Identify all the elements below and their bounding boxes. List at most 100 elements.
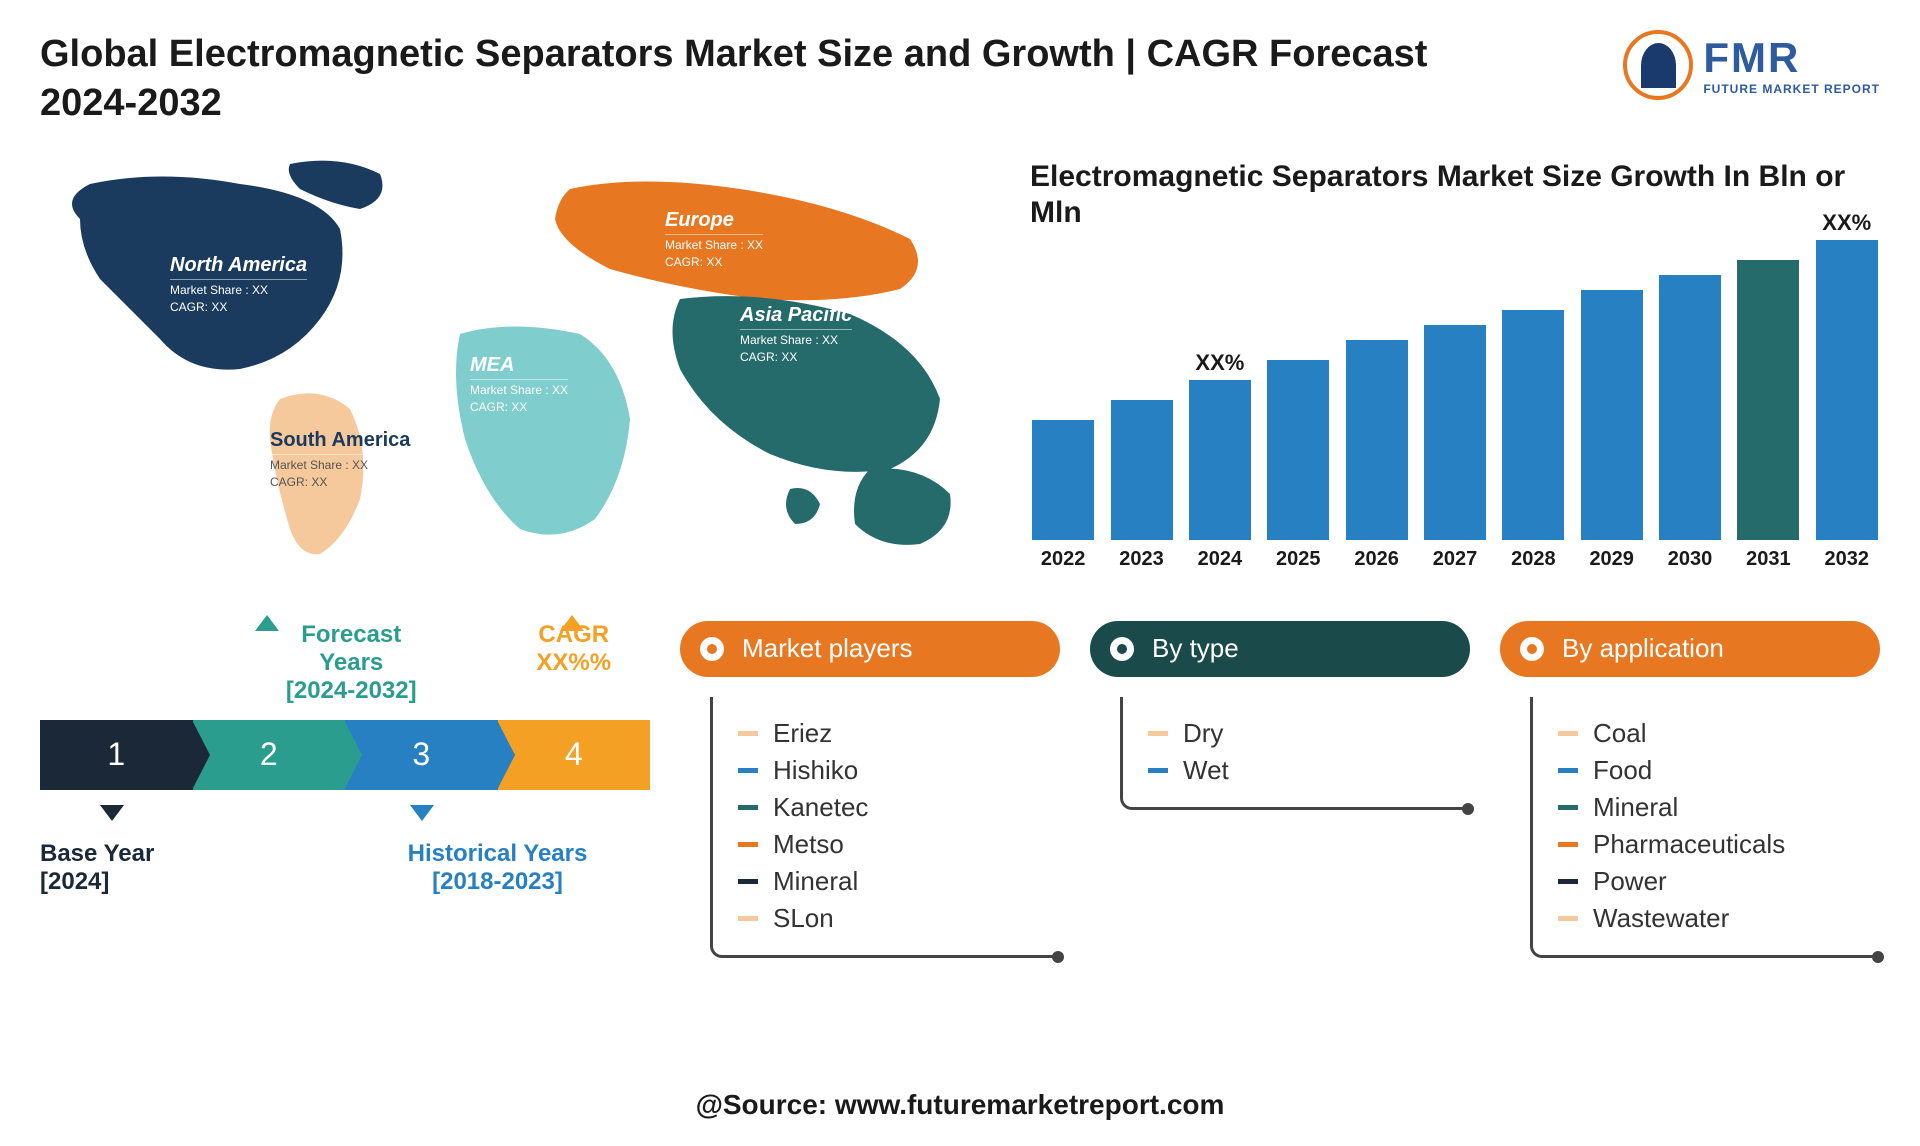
category-item: Mineral — [1558, 792, 1880, 823]
timeline-segment-1: 1 — [40, 720, 193, 790]
category-list: Dry Wet — [1120, 697, 1470, 810]
chart-title: Electromagnetic Separators Market Size G… — [1030, 159, 1880, 231]
bar-group: 2026 — [1343, 340, 1409, 571]
category-item: Pharmaceuticals — [1558, 829, 1880, 860]
timeline-segment-3: 3 — [345, 720, 498, 790]
bar-group: 2022 — [1030, 420, 1096, 571]
cagr-label: CAGR XX%% — [498, 621, 651, 705]
category-item-label: Dry — [1183, 718, 1223, 749]
category-item-label: SLon — [773, 903, 834, 934]
bar — [1502, 310, 1564, 540]
region-label: North AmericaMarket Share : XXCAGR: XX — [170, 254, 307, 314]
category-item: Wet — [1148, 755, 1470, 786]
dash-icon — [738, 731, 758, 736]
category-item: Dry — [1148, 718, 1470, 749]
bar — [1032, 420, 1094, 540]
category-item: Coal — [1558, 718, 1880, 749]
category-item-label: Eriez — [773, 718, 832, 749]
bar-year-label: 2025 — [1276, 548, 1321, 571]
bar — [1581, 290, 1643, 540]
category-item-label: Power — [1593, 866, 1667, 897]
page-title: Global Electromagnetic Separators Market… — [40, 30, 1440, 129]
arrow-up-icon — [255, 615, 279, 631]
category-item-label: Wet — [1183, 755, 1229, 786]
dash-icon — [1148, 731, 1168, 736]
category-item-label: Coal — [1593, 718, 1646, 749]
logo-icon — [1623, 30, 1693, 100]
arrow-down-icon — [100, 805, 124, 821]
base-year-label: Base Year [2024] — [40, 840, 345, 896]
dash-icon — [1558, 879, 1578, 884]
category-item-label: Pharmaceuticals — [1593, 829, 1785, 860]
dash-icon — [1558, 768, 1578, 773]
forecast-label: Forecast Years [2024-2032] — [275, 621, 428, 705]
bar-group: 2031 — [1735, 260, 1801, 571]
category-item: Kanetec — [738, 792, 1060, 823]
category-item: SLon — [738, 903, 1060, 934]
timeline-segment-2: 2 — [193, 720, 346, 790]
category-column: By type Dry Wet — [1090, 621, 1470, 958]
bar-year-label: 2026 — [1354, 548, 1399, 571]
bar-year-label: 2029 — [1589, 548, 1634, 571]
bar-year-label: 2023 — [1119, 548, 1164, 571]
dash-icon — [738, 879, 758, 884]
dash-icon — [738, 842, 758, 847]
dash-icon — [1558, 731, 1578, 736]
category-item: Power — [1558, 866, 1880, 897]
dash-icon — [1558, 916, 1578, 921]
category-list: Eriez Hishiko Kanetec Metso Mineral SLon — [710, 697, 1060, 958]
timeline-bar: 1 2 3 4 — [40, 720, 650, 790]
logo: FMR FUTURE MARKET REPORT — [1623, 30, 1880, 100]
category-header: By application — [1500, 621, 1880, 677]
region-label: MEAMarket Share : XXCAGR: XX — [470, 354, 568, 414]
category-item-label: Mineral — [1593, 792, 1678, 823]
category-item-label: Mineral — [773, 866, 858, 897]
category-item: Eriez — [738, 718, 1060, 749]
category-header: By type — [1090, 621, 1470, 677]
category-item-label: Metso — [773, 829, 844, 860]
category-item-label: Hishiko — [773, 755, 858, 786]
category-item: Hishiko — [738, 755, 1060, 786]
bar-annotation: XX% — [1195, 350, 1244, 376]
category-column: Market players Eriez Hishiko Kanetec Metso Mi… — [680, 621, 1060, 958]
dash-icon — [738, 805, 758, 810]
top-section: North AmericaMarket Share : XXCAGR: XXSo… — [40, 159, 1880, 571]
bar-group: 2028 — [1500, 310, 1566, 571]
bar-group: 2029 — [1579, 290, 1645, 571]
header: Global Electromagnetic Separators Market… — [40, 30, 1880, 129]
bar — [1816, 240, 1878, 540]
arrow-down-icon — [410, 805, 434, 821]
bottom-section: Forecast Years [2024-2032] CAGR XX%% 1 2… — [40, 621, 1880, 958]
category-header: Market players — [680, 621, 1060, 677]
logo-sub-text: FUTURE MARKET REPORT — [1703, 82, 1880, 96]
timeline: Forecast Years [2024-2032] CAGR XX%% 1 2… — [40, 621, 650, 958]
dash-icon — [738, 768, 758, 773]
category-item-label: Food — [1593, 755, 1652, 786]
bar-year-label: 2028 — [1511, 548, 1556, 571]
dash-icon — [738, 916, 758, 921]
bar-group: 2025 — [1265, 360, 1331, 571]
world-map: North AmericaMarket Share : XXCAGR: XXSo… — [40, 159, 990, 559]
dash-icon — [1558, 805, 1578, 810]
bar-year-label: 2031 — [1746, 548, 1791, 571]
bar — [1659, 275, 1721, 540]
region-label: Asia PacificMarket Share : XXCAGR: XX — [740, 304, 852, 364]
bar-group: 2027 — [1422, 325, 1488, 571]
category-item-label: Wastewater — [1593, 903, 1729, 934]
historical-years-label: Historical Years [2018-2023] — [345, 840, 650, 896]
bar-chart: Electromagnetic Separators Market Size G… — [1030, 159, 1880, 571]
bar-group: XX%2032 — [1814, 240, 1880, 571]
source-footer: @Source: www.futuremarketreport.com — [0, 1089, 1920, 1121]
bar — [1346, 340, 1408, 540]
bars-container: 2022 2023 XX%2024 2025 2026 2027 2028 2029 2030 2… — [1030, 251, 1880, 571]
bar-year-label: 2030 — [1668, 548, 1713, 571]
bar — [1189, 380, 1251, 540]
bar-group: XX%2024 — [1187, 380, 1253, 571]
dash-icon — [1148, 768, 1168, 773]
bar-year-label: 2022 — [1041, 548, 1086, 571]
bar-annotation: XX% — [1822, 210, 1871, 236]
bar-year-label: 2027 — [1433, 548, 1478, 571]
category-item-label: Kanetec — [773, 792, 868, 823]
bar-group: 2030 — [1657, 275, 1723, 571]
categories: Market players Eriez Hishiko Kanetec Metso Mi… — [680, 621, 1880, 958]
